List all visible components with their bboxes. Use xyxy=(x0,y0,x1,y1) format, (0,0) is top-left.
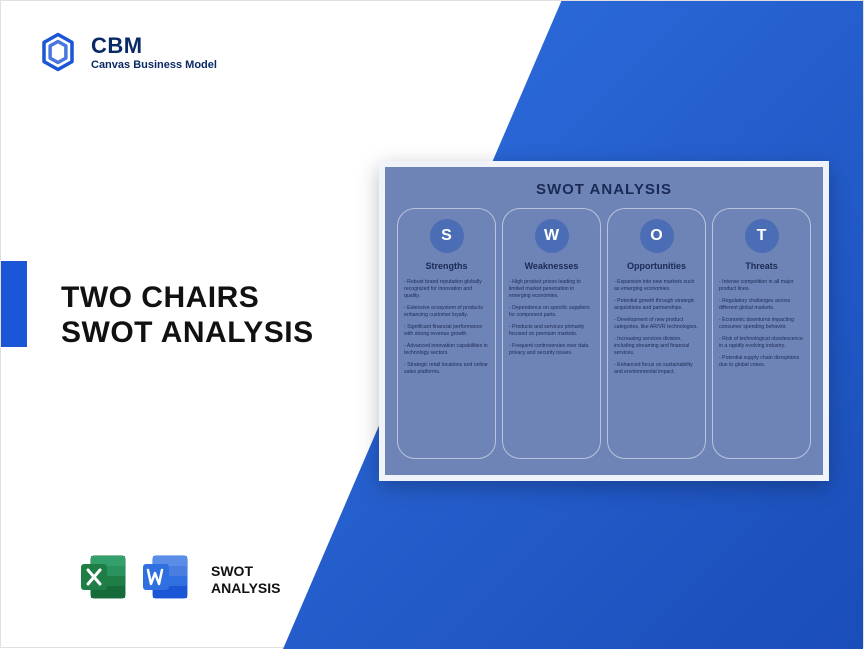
swot-items: Robust brand reputation globally recogni… xyxy=(404,279,489,381)
file-label: SWOT ANALYSIS xyxy=(211,563,281,595)
swot-col-label: Opportunities xyxy=(627,261,686,271)
swot-card: SWOT ANALYSIS S Strengths Robust brand r… xyxy=(379,161,829,481)
excel-icon xyxy=(77,550,131,609)
accent-bar xyxy=(1,261,27,347)
file-icons-group: SWOT ANALYSIS xyxy=(77,550,281,609)
swot-col-opportunities: O Opportunities Expansion into new marke… xyxy=(607,208,706,459)
swot-letter: O xyxy=(640,219,674,253)
brand-logo: CBM Canvas Business Model xyxy=(37,31,217,73)
swot-col-threats: T Threats Intense competition in all maj… xyxy=(712,208,811,459)
swot-col-label: Strengths xyxy=(425,261,467,271)
swot-col-label: Threats xyxy=(745,261,778,271)
swot-items: Expansion into new markets such as emerg… xyxy=(614,279,699,381)
swot-columns: S Strengths Robust brand reputation glob… xyxy=(397,208,811,459)
title-line-2: SWOT ANALYSIS xyxy=(61,316,314,351)
swot-col-weaknesses: W Weaknesses High product prices leading… xyxy=(502,208,601,459)
page-title: TWO CHAIRS SWOT ANALYSIS xyxy=(61,281,314,350)
brand-tagline: Canvas Business Model xyxy=(91,59,217,71)
swot-card-title: SWOT ANALYSIS xyxy=(397,181,811,198)
brand-name: CBM xyxy=(91,33,217,59)
swot-items: High product prices leading to limited m… xyxy=(509,279,594,362)
swot-items: Intense competition in all major product… xyxy=(719,279,804,374)
title-line-1: TWO CHAIRS xyxy=(61,281,314,316)
file-label-line-2: ANALYSIS xyxy=(211,580,281,596)
swot-col-strengths: S Strengths Robust brand reputation glob… xyxy=(397,208,496,459)
swot-col-label: Weaknesses xyxy=(525,261,579,271)
word-icon xyxy=(139,550,193,609)
file-label-line-1: SWOT xyxy=(211,563,281,579)
swot-letter: W xyxy=(535,219,569,253)
swot-letter: T xyxy=(745,219,779,253)
logo-icon xyxy=(37,31,79,73)
swot-letter: S xyxy=(430,219,464,253)
